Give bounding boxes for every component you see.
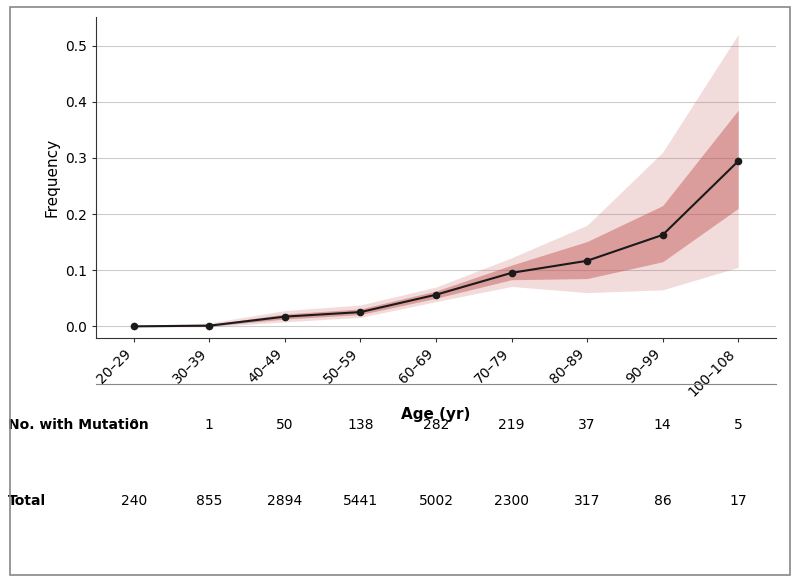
Text: 2894: 2894 — [267, 494, 302, 508]
X-axis label: Age (yr): Age (yr) — [402, 407, 470, 422]
Text: 219: 219 — [498, 418, 525, 432]
Y-axis label: Frequency: Frequency — [45, 138, 59, 217]
Text: 2300: 2300 — [494, 494, 529, 508]
Text: 37: 37 — [578, 418, 596, 432]
Text: 50: 50 — [276, 418, 294, 432]
Text: 5: 5 — [734, 418, 742, 432]
Text: Total: Total — [8, 494, 46, 508]
Text: 855: 855 — [196, 494, 222, 508]
Text: No. with Mutation: No. with Mutation — [8, 418, 149, 432]
Text: 0: 0 — [130, 418, 138, 432]
Text: 5441: 5441 — [343, 494, 378, 508]
Text: 138: 138 — [347, 418, 374, 432]
Text: 317: 317 — [574, 494, 600, 508]
Text: 282: 282 — [423, 418, 449, 432]
Text: 240: 240 — [121, 494, 147, 508]
Text: 1: 1 — [205, 418, 214, 432]
Text: 17: 17 — [730, 494, 747, 508]
Text: 5002: 5002 — [418, 494, 454, 508]
Text: 86: 86 — [654, 494, 671, 508]
Text: 14: 14 — [654, 418, 671, 432]
